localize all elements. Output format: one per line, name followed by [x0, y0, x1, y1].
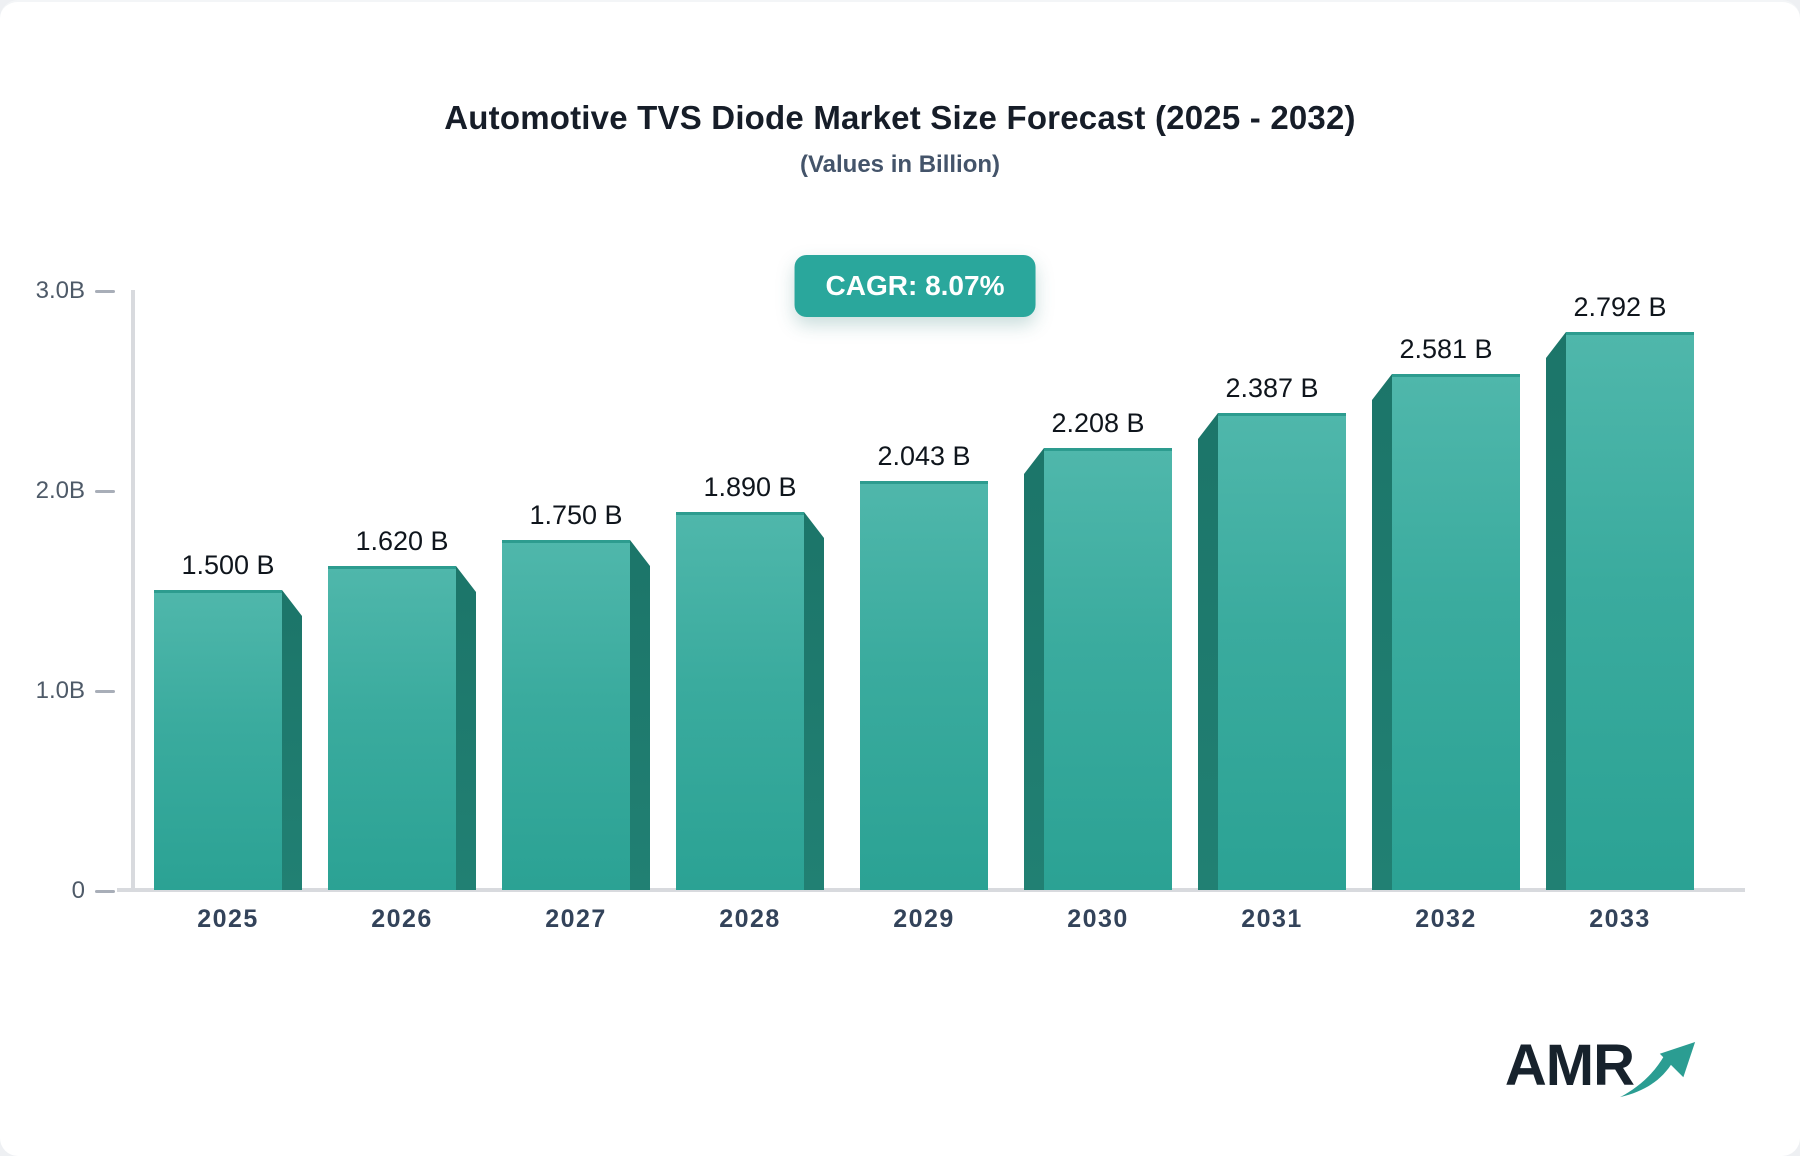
bar-slot: 1.750 B	[489, 290, 663, 890]
bar-2027[interactable]: 1.750 B	[502, 500, 650, 890]
y-tick-label: 2.0B	[35, 477, 85, 504]
y-axis-ticks: 3.0B 2.0B 1.0B 0	[0, 277, 131, 904]
chart-title: Automotive TVS Diode Market Size Forecas…	[444, 99, 1356, 136]
bar-side-face	[456, 566, 476, 890]
bar-side-face	[1546, 332, 1566, 890]
y-tick-label: 0	[71, 877, 85, 904]
bar-slot: 2.792 B	[1533, 290, 1707, 890]
bar-2026[interactable]: 1.620 B	[328, 526, 476, 890]
bar-value-label: 2.387 B	[1225, 373, 1319, 403]
brand-logo-text: AMR	[1504, 1033, 1635, 1098]
bar-value-label: 2.043 B	[877, 441, 971, 471]
growth-arrow-icon	[1620, 1039, 1696, 1106]
bar-2031[interactable]: 2.387 B	[1198, 373, 1346, 890]
y-axis-line	[131, 290, 135, 891]
x-axis-label: 2025	[197, 905, 259, 933]
x-axis-label: 2031	[1241, 905, 1303, 933]
y-tick-mark	[95, 690, 115, 693]
y-tick-mark	[95, 490, 115, 493]
bar-slot: 1.500 B	[141, 290, 315, 890]
y-tick-label: 1.0B	[35, 677, 85, 704]
bar-2032[interactable]: 2.581 B	[1372, 334, 1520, 890]
bar-face	[860, 481, 988, 890]
bar-face	[502, 540, 630, 890]
bars: 1.500 B 1.620 B 1.750 B 1.890 B 2.043 B 2.208…	[141, 290, 1707, 890]
bar-face	[1566, 332, 1694, 890]
y-tick-label: 3.0B	[35, 277, 85, 304]
x-axis-label: 2033	[1589, 905, 1651, 933]
bar-slot: 1.890 B	[663, 290, 837, 890]
bar-slot: 1.620 B	[315, 290, 489, 890]
bar-value-label: 1.750 B	[529, 500, 623, 530]
x-axis-label: 2027	[545, 905, 607, 933]
bar-value-label: 1.500 B	[181, 550, 275, 580]
bar-slot: 2.043 B	[837, 290, 1011, 890]
bar-value-label: 1.620 B	[355, 526, 449, 556]
bar-value-label: 1.890 B	[703, 472, 797, 502]
y-tick-mark	[95, 890, 115, 893]
bar-slot: 2.387 B	[1185, 290, 1359, 890]
x-axis-line	[117, 888, 1745, 892]
bar-value-label: 2.792 B	[1573, 292, 1667, 322]
x-axis-label: 2028	[719, 905, 781, 933]
x-axis-label: 2030	[1067, 905, 1129, 933]
bar-side-face	[1024, 448, 1044, 890]
bar-2025[interactable]: 1.500 B	[154, 550, 302, 890]
bar-side-face	[804, 512, 824, 890]
x-axis-label: 2029	[893, 905, 955, 933]
bar-side-face	[1198, 413, 1218, 890]
bar-face	[328, 566, 456, 890]
bar-face	[1218, 413, 1346, 890]
chart-subtitle: (Values in Billion)	[799, 151, 1001, 178]
bar-2030[interactable]: 2.208 B	[1024, 408, 1172, 890]
bar-face	[676, 512, 804, 890]
cagr-badge: CAGR: 8.07%	[794, 255, 1036, 317]
y-tick-mark	[95, 290, 115, 293]
bar-2029[interactable]: 2.043 B	[860, 441, 988, 890]
brand-logo: AMR	[1505, 1037, 1696, 1106]
bar-2028[interactable]: 1.890 B	[676, 472, 824, 890]
bar-value-label: 2.581 B	[1399, 334, 1493, 364]
x-axis-label: 2032	[1415, 905, 1477, 933]
x-axis-labels: 2025 2026 2027 2028 2029 2030 2031 2032 2033	[141, 905, 1707, 934]
bar-face	[154, 590, 282, 890]
bar-side-face	[630, 540, 650, 890]
bar-face	[1044, 448, 1172, 890]
bar-side-face	[282, 590, 302, 890]
bar-face	[1392, 374, 1520, 890]
x-axis-label: 2026	[371, 905, 433, 933]
bar-slot: 2.581 B	[1359, 290, 1533, 890]
bar-value-label: 2.208 B	[1051, 408, 1145, 438]
bar-side-face	[1372, 374, 1392, 890]
bar-slot: 2.208 B	[1011, 290, 1185, 890]
bar-2033[interactable]: 2.792 B	[1546, 292, 1694, 890]
